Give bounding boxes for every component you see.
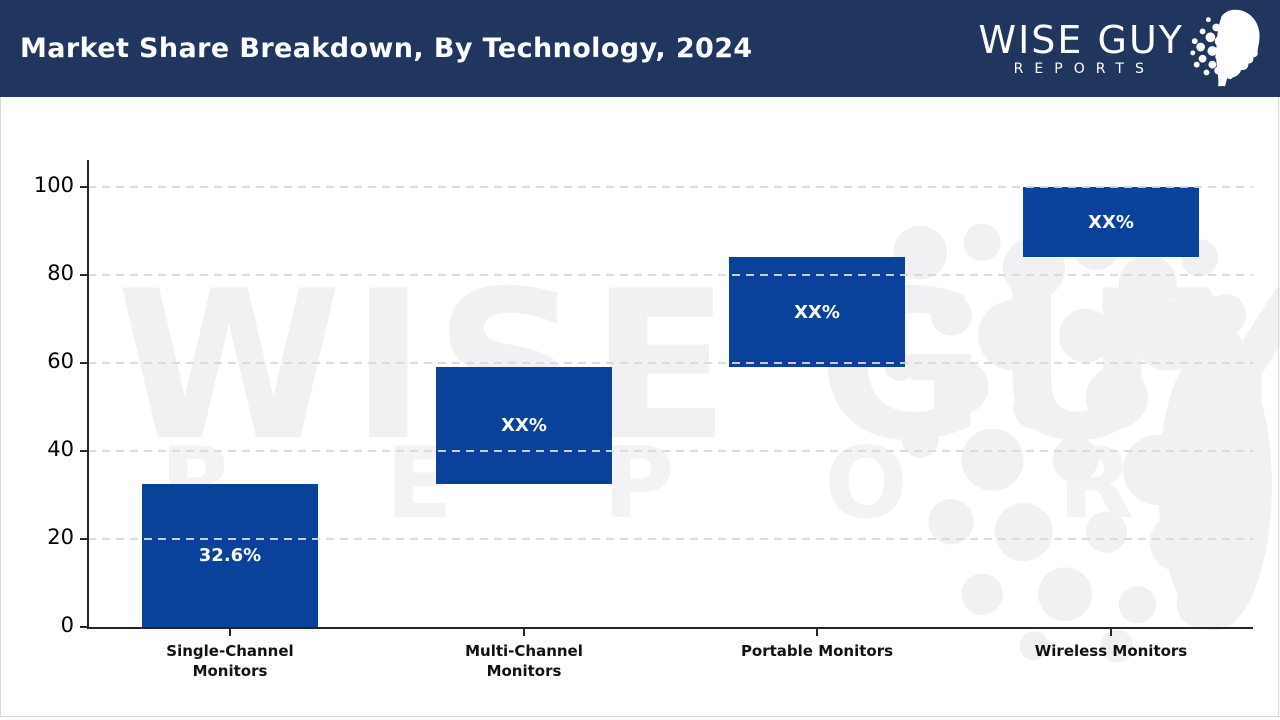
x-category-line: Portable Monitors [740, 642, 894, 660]
x-tick-mark [1110, 629, 1112, 636]
x-category-label: Wireless Monitors [996, 641, 1226, 661]
logo: WISE GUY REPORTS [979, 8, 1266, 90]
logo-head-icon [1190, 9, 1260, 87]
y-tick-label: 100 [33, 173, 74, 197]
page-title: Market Share Breakdown, By Technology, 2… [20, 33, 753, 64]
x-category-label: Portable Monitors [702, 641, 932, 661]
page-border-left [0, 97, 1, 717]
y-tick-mark [80, 362, 88, 364]
logo-subtitle: REPORTS [1013, 61, 1155, 78]
chart-area: WISE GUY R E P O R T S 02040608010032.6%… [0, 97, 1280, 720]
gridline-80 [88, 274, 1253, 276]
x-category-line: Monitors [486, 662, 562, 681]
logo-text: WISE GUY REPORTS [978, 17, 1184, 78]
watermark-wordmark: WISE GUY [116, 248, 1280, 486]
page-border-bottom [0, 716, 1280, 717]
bar-segment: 32.6% [142, 483, 318, 627]
gridline-40 [88, 450, 1253, 452]
y-tick-mark [80, 538, 88, 540]
gridline-20 [88, 538, 1253, 540]
bar-value-label: XX% [1088, 211, 1134, 233]
x-category-line: Monitors [192, 662, 268, 681]
gridline-100 [88, 186, 1253, 188]
x-tick-mark [523, 629, 525, 636]
x-category-line: Multi-Channel [465, 642, 583, 660]
y-tick-mark [80, 450, 88, 452]
y-tick-mark [80, 626, 88, 628]
page-border-right [1278, 97, 1279, 717]
x-category-line: Wireless Monitors [1034, 642, 1188, 660]
x-tick-mark [816, 629, 818, 636]
bar-value-label: XX% [501, 414, 547, 436]
bar-value-label: XX% [794, 301, 840, 323]
bar-segment: XX% [436, 367, 612, 484]
x-axis [87, 627, 1253, 629]
x-category-label: Single-Channel Monitors [115, 641, 345, 682]
x-tick-mark [229, 629, 231, 636]
y-axis [87, 160, 89, 629]
bar-value-label: 32.6% [198, 544, 262, 566]
bar-segment: XX% [1023, 187, 1199, 258]
watermark-head-icon [884, 223, 1272, 663]
logo-wordmark: WISE GUY [978, 17, 1184, 62]
y-tick-label: 20 [47, 525, 74, 549]
y-tick-mark [80, 186, 88, 188]
y-tick-label: 60 [47, 349, 74, 373]
y-tick-label: 80 [47, 261, 74, 285]
x-category-line: Single-Channel [166, 642, 294, 660]
gridline-60 [88, 362, 1253, 364]
y-tick-label: 0 [60, 613, 74, 637]
y-tick-mark [80, 274, 88, 276]
header-bar: Market Share Breakdown, By Technology, 2… [0, 0, 1280, 97]
x-category-label: Multi-Channel Monitors [409, 641, 639, 682]
y-tick-label: 40 [47, 437, 74, 461]
